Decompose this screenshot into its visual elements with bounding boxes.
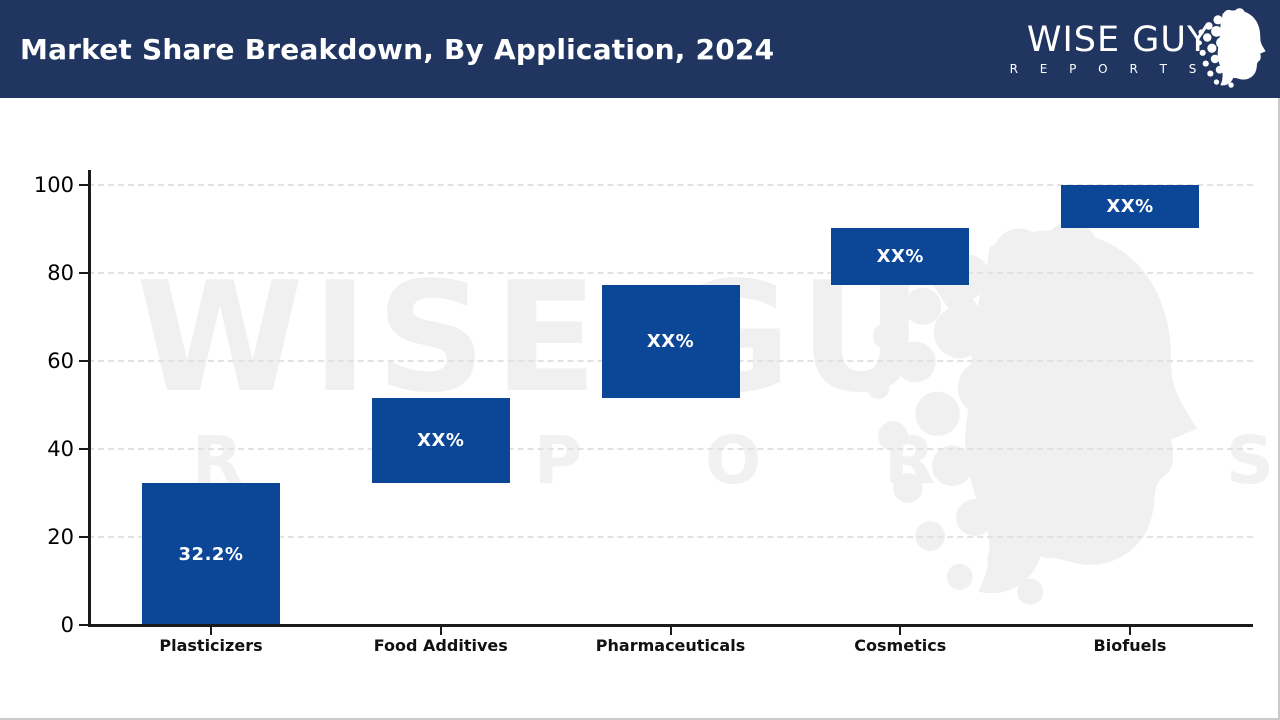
bar-value-label: XX% bbox=[876, 246, 924, 268]
x-tick-mark bbox=[899, 627, 902, 635]
y-tick-mark bbox=[79, 624, 88, 626]
y-tick-label: 20 bbox=[47, 525, 74, 549]
brand-logo: WISE GUY R E P O R T S bbox=[1010, 6, 1266, 92]
y-tick-mark bbox=[79, 184, 88, 186]
bar-value-label: XX% bbox=[646, 330, 695, 352]
bar-pharmaceuticals: XX% bbox=[601, 285, 740, 398]
x-tick-mark bbox=[439, 627, 442, 635]
x-category-label: Food Additives bbox=[373, 636, 508, 655]
plot-area: 0 20 40 60 80 100 32.2% Plasticizers XX% Food Add… bbox=[34, 170, 1253, 655]
x-tick-mark bbox=[669, 627, 672, 635]
bar-value-label: XX% bbox=[1106, 196, 1154, 218]
logo-subtitle: R E P O R T S bbox=[1009, 61, 1206, 76]
bar-food-additives: XX% bbox=[371, 397, 510, 484]
bar-value-label: XX% bbox=[417, 429, 465, 451]
y-tick-mark bbox=[79, 272, 88, 274]
logo-head-icon bbox=[1197, 8, 1266, 88]
header: Market Share Breakdown, By Application, … bbox=[0, 0, 1280, 98]
y-tick-label: 80 bbox=[47, 261, 74, 285]
x-category-label: Pharmaceuticals bbox=[595, 636, 746, 655]
logo-wordmark: WISE GUY bbox=[1026, 19, 1210, 60]
bar-biofuels: XX% bbox=[1061, 185, 1199, 229]
bar-cosmetics: XX% bbox=[831, 228, 970, 286]
gridline bbox=[88, 536, 1253, 538]
y-tick-label: 40 bbox=[47, 437, 74, 461]
y-tick-mark bbox=[79, 448, 88, 450]
y-axis-line bbox=[88, 170, 91, 627]
x-tick-mark bbox=[1129, 627, 1131, 635]
y-tick-mark bbox=[79, 536, 88, 538]
bar-plasticizers: 32.2% bbox=[142, 483, 280, 625]
bar-value-label: 32.2% bbox=[178, 543, 244, 565]
gridline bbox=[88, 448, 1253, 450]
x-axis-line bbox=[88, 624, 1253, 627]
x-tick-mark bbox=[210, 627, 212, 635]
brand-logo-text: WISE GUY R E P O R T S bbox=[1009, 19, 1210, 76]
gridline bbox=[88, 272, 1253, 274]
gridline bbox=[88, 184, 1253, 186]
x-category-label: Plasticizers bbox=[159, 636, 263, 655]
x-category-label: Biofuels bbox=[1093, 636, 1167, 655]
chart-title: Market Share Breakdown, By Application, … bbox=[20, 32, 775, 66]
y-tick-label: 0 bbox=[60, 613, 74, 637]
x-category-label: Cosmetics bbox=[854, 636, 947, 655]
y-tick-mark bbox=[79, 360, 88, 362]
y-tick-label: 100 bbox=[33, 173, 74, 197]
y-tick-label: 60 bbox=[47, 349, 74, 373]
